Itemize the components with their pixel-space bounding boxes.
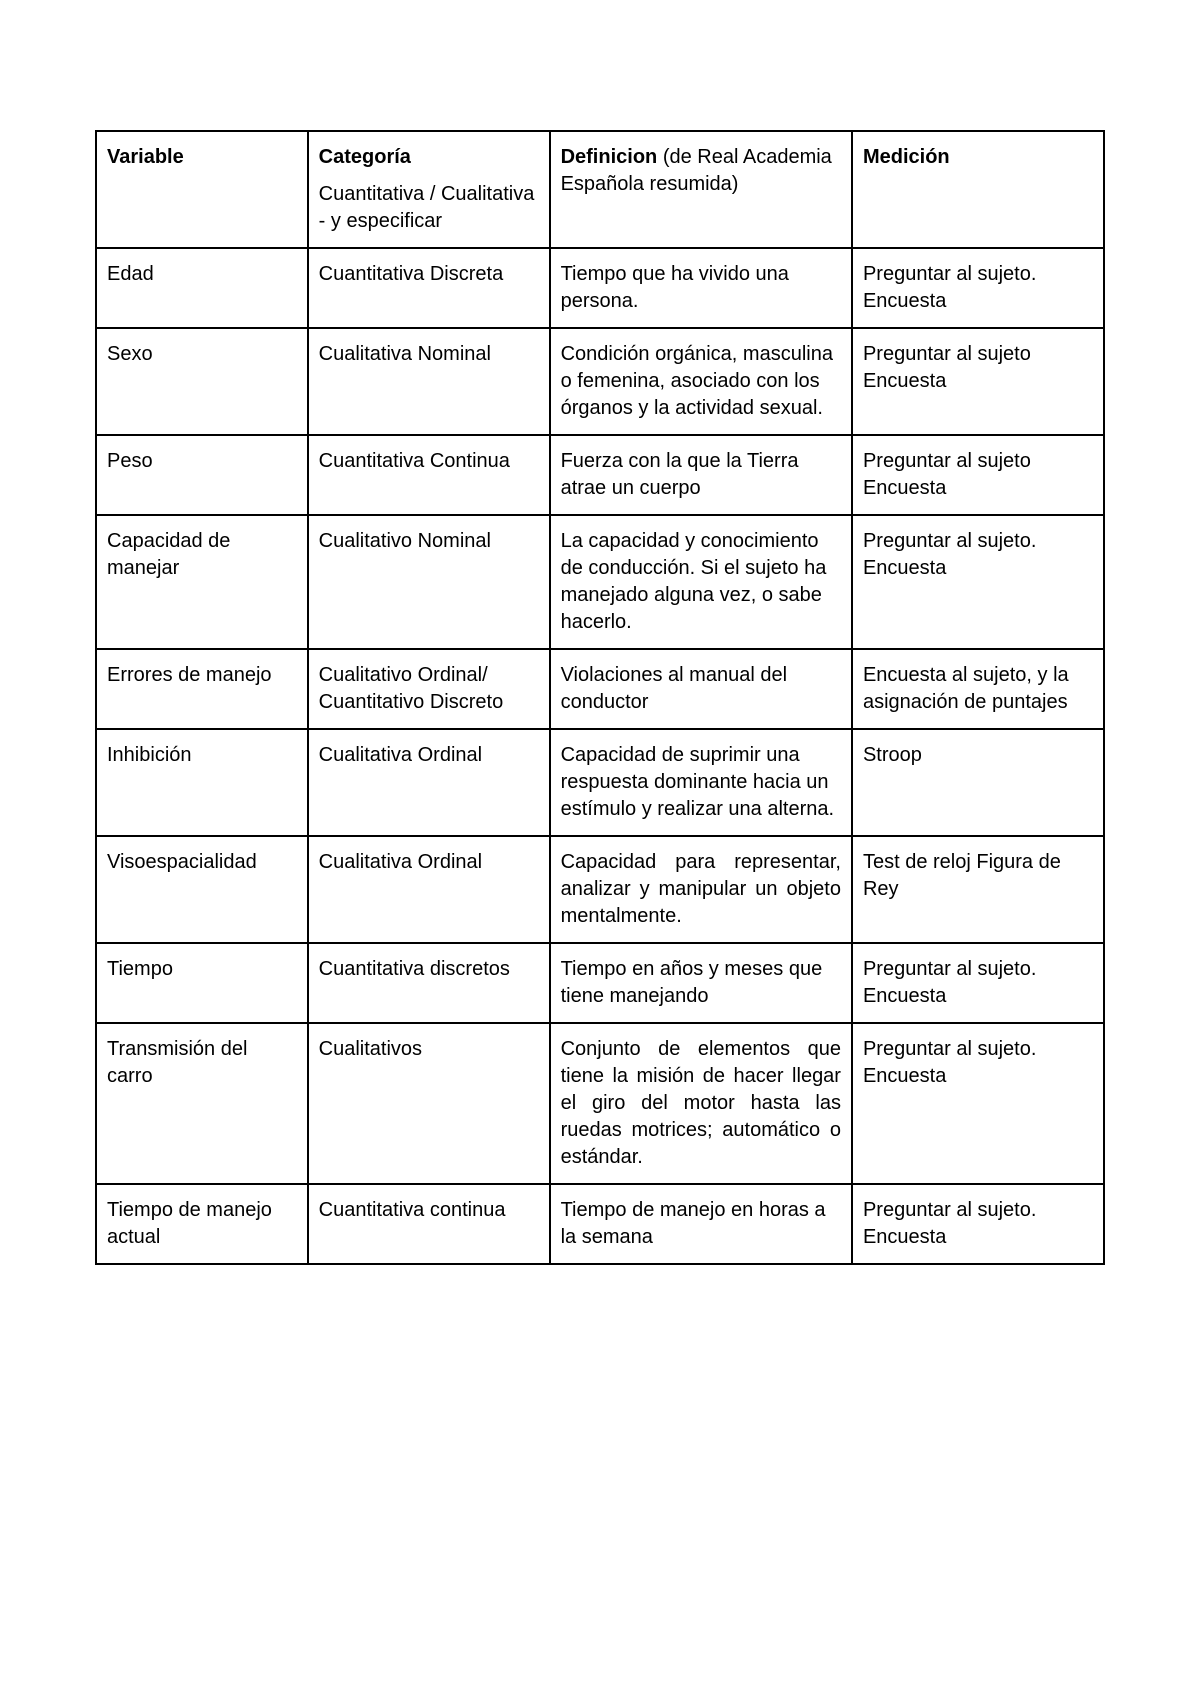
cell-definicion: Conjunto de elementos que tiene la misió…: [550, 1023, 852, 1184]
table-row: EdadCuantitativa DiscretaTiempo que ha v…: [96, 248, 1104, 328]
cell-variable: Inhibición: [96, 729, 308, 836]
table-row: Errores de manejoCualitativo Ordinal/ Cu…: [96, 649, 1104, 729]
variables-table: Variable Categoría Cuantitativa / Cualit…: [95, 130, 1105, 1265]
cell-categoria: Cuantitativa discretos: [308, 943, 550, 1023]
cell-variable: Sexo: [96, 328, 308, 435]
cell-variable: Peso: [96, 435, 308, 515]
header-variable: Variable: [96, 131, 308, 248]
header-medicion-label: Medición: [863, 146, 950, 168]
cell-medicion: Preguntar al sujeto. Encuesta: [852, 943, 1104, 1023]
table-row: SexoCualitativa NominalCondición orgánic…: [96, 328, 1104, 435]
cell-definicion: Capacidad para representar, analizar y m…: [550, 836, 852, 943]
header-medicion: Medición: [852, 131, 1104, 248]
cell-variable: Edad: [96, 248, 308, 328]
header-categoria: Categoría Cuantitativa / Cualitativa - y…: [308, 131, 550, 248]
cell-definicion: Tiempo de manejo en horas a la semana: [550, 1184, 852, 1264]
cell-medicion: Stroop: [852, 729, 1104, 836]
cell-definicion: Tiempo en años y meses que tiene manejan…: [550, 943, 852, 1023]
cell-categoria: Cuantitativa Discreta: [308, 248, 550, 328]
cell-categoria: Cualitativos: [308, 1023, 550, 1184]
cell-definicion: La capacidad y conocimiento de conducció…: [550, 515, 852, 649]
cell-medicion: Preguntar al sujeto. Encuesta: [852, 515, 1104, 649]
table-body: EdadCuantitativa DiscretaTiempo que ha v…: [96, 248, 1104, 1264]
cell-categoria: Cualitativa Nominal: [308, 328, 550, 435]
cell-variable: Transmisión del carro: [96, 1023, 308, 1184]
cell-medicion: Preguntar al sujeto Encuesta: [852, 435, 1104, 515]
cell-categoria: Cualitativo Ordinal/ Cuantitativo Discre…: [308, 649, 550, 729]
cell-definicion: Tiempo que ha vivido una persona.: [550, 248, 852, 328]
cell-medicion: Encuesta al sujeto, y la asignación de p…: [852, 649, 1104, 729]
cell-categoria: Cualitativo Nominal: [308, 515, 550, 649]
cell-medicion: Preguntar al sujeto Encuesta: [852, 328, 1104, 435]
table-row: Tiempo de manejo actualCuantitativa cont…: [96, 1184, 1104, 1264]
table-row: Transmisión del carroCualitativosConjunt…: [96, 1023, 1104, 1184]
cell-medicion: Test de reloj Figura de Rey: [852, 836, 1104, 943]
cell-categoria: Cualitativa Ordinal: [308, 729, 550, 836]
cell-definicion: Condición orgánica, masculina o femenina…: [550, 328, 852, 435]
cell-medicion: Preguntar al sujeto. Encuesta: [852, 248, 1104, 328]
table-row: Capacidad de manejarCualitativo NominalL…: [96, 515, 1104, 649]
header-definicion-label: Definicion: [561, 146, 658, 168]
table-row: VisoespacialidadCualitativa OrdinalCapac…: [96, 836, 1104, 943]
cell-categoria: Cuantitativa continua: [308, 1184, 550, 1264]
header-definicion: Definicion (de Real Academia Española re…: [550, 131, 852, 248]
header-categoria-sub: Cuantitativa / Cualitativa - y especific…: [319, 181, 539, 235]
table-header-row: Variable Categoría Cuantitativa / Cualit…: [96, 131, 1104, 248]
cell-definicion: Violaciones al manual del conductor: [550, 649, 852, 729]
cell-medicion: Preguntar al sujeto. Encuesta: [852, 1184, 1104, 1264]
cell-categoria: Cualitativa Ordinal: [308, 836, 550, 943]
table-row: TiempoCuantitativa discretosTiempo en añ…: [96, 943, 1104, 1023]
cell-medicion: Preguntar al sujeto. Encuesta: [852, 1023, 1104, 1184]
header-categoria-label: Categoría: [319, 146, 411, 168]
cell-definicion: Fuerza con la que la Tierra atrae un cue…: [550, 435, 852, 515]
header-variable-label: Variable: [107, 146, 184, 168]
cell-variable: Tiempo: [96, 943, 308, 1023]
cell-variable: Visoespacialidad: [96, 836, 308, 943]
table-row: PesoCuantitativa ContinuaFuerza con la q…: [96, 435, 1104, 515]
cell-variable: Capacidad de manejar: [96, 515, 308, 649]
cell-definicion: Capacidad de suprimir una respuesta domi…: [550, 729, 852, 836]
table-row: InhibiciónCualitativa OrdinalCapacidad d…: [96, 729, 1104, 836]
cell-variable: Errores de manejo: [96, 649, 308, 729]
cell-variable: Tiempo de manejo actual: [96, 1184, 308, 1264]
cell-categoria: Cuantitativa Continua: [308, 435, 550, 515]
